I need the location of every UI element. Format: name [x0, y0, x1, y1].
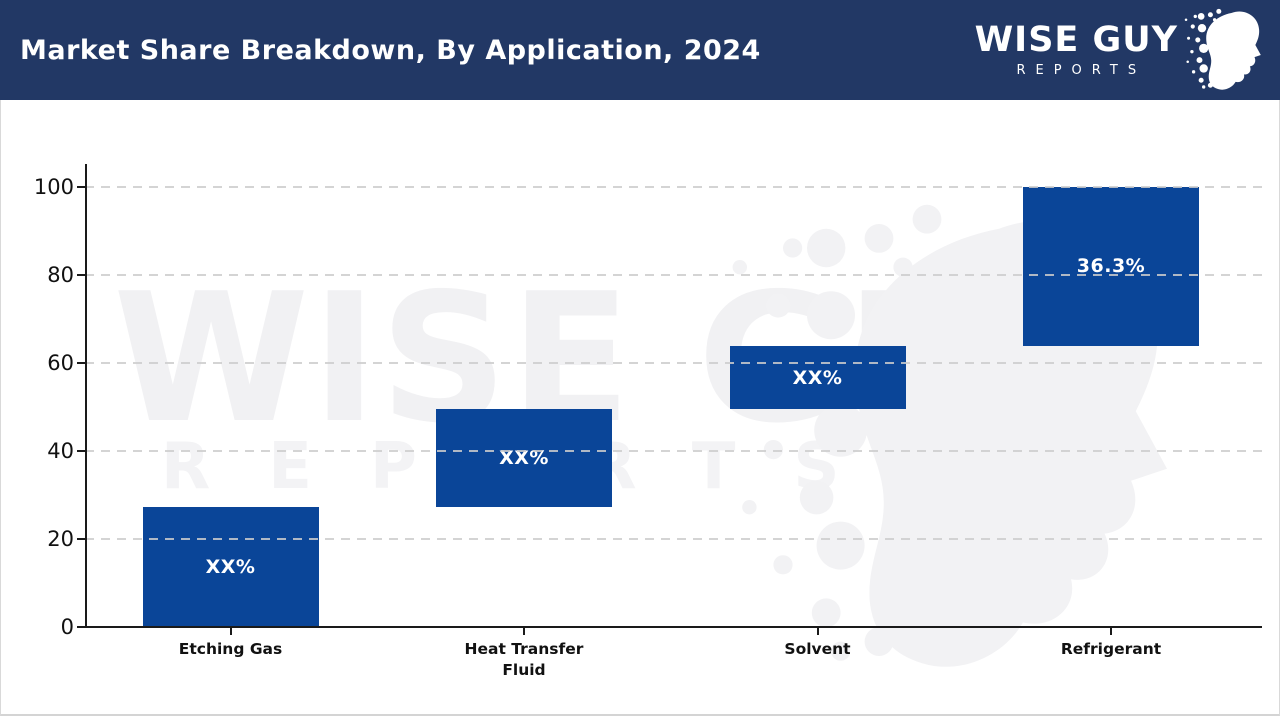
- y-tick-mark: [77, 626, 85, 628]
- bar-value-label: XX%: [792, 366, 843, 389]
- y-tick-label: 60: [47, 350, 74, 375]
- bar-value-label: 36.3%: [1076, 255, 1146, 278]
- y-gridline: [85, 273, 1262, 276]
- x-axis-line: [85, 626, 1262, 628]
- bar-value-label: XX%: [499, 447, 549, 470]
- y-tick-label: 20: [47, 526, 74, 551]
- bar-segment: XX%: [142, 507, 319, 627]
- y-tick-label: 40: [47, 438, 74, 463]
- x-tick-label: Solvent: [784, 640, 851, 658]
- x-tick-mark: [1110, 628, 1112, 635]
- y-gridline: [85, 361, 1262, 364]
- brand-logo: WISE GUY REPORTS: [975, 0, 1266, 100]
- brand-logo-text: WISE GUY REPORTS: [974, 19, 1178, 78]
- x-tick-label: Refrigerant: [1060, 640, 1162, 658]
- bar-value-label: XX%: [205, 556, 256, 579]
- y-tick-mark: [77, 537, 85, 540]
- x-tick-mark: [229, 628, 232, 635]
- bar-segment: 36.3%: [1023, 186, 1199, 347]
- header-bar: Market Share Breakdown, By Application, …: [0, 0, 1280, 100]
- x-tick-mark: [816, 628, 819, 635]
- brand-name: WISE GUY: [974, 19, 1178, 60]
- page-title: Market Share Breakdown, By Application, …: [20, 34, 761, 66]
- y-tick-mark: [77, 449, 85, 452]
- dot-face-profile-icon: [1180, 8, 1266, 92]
- y-tick-mark: [77, 185, 85, 188]
- y-gridline: [85, 449, 1262, 452]
- y-gridline: [85, 185, 1262, 188]
- x-tick-label: Etching Gas: [178, 640, 283, 658]
- brand-subname: REPORTS: [1016, 62, 1147, 78]
- x-tick-label: Heat Transfer Fluid: [464, 640, 584, 679]
- y-tick-label: 80: [47, 262, 74, 287]
- y-tick-label: 100: [33, 174, 74, 199]
- y-axis-line: [85, 164, 87, 628]
- y-tick-mark: [77, 273, 85, 276]
- y-tick-label: 0: [60, 615, 74, 639]
- y-tick-mark: [77, 361, 85, 364]
- bar-segment: XX%: [729, 346, 906, 410]
- x-tick-mark: [523, 628, 525, 635]
- bar-segment: XX%: [436, 409, 612, 508]
- y-gridline: [85, 537, 1262, 540]
